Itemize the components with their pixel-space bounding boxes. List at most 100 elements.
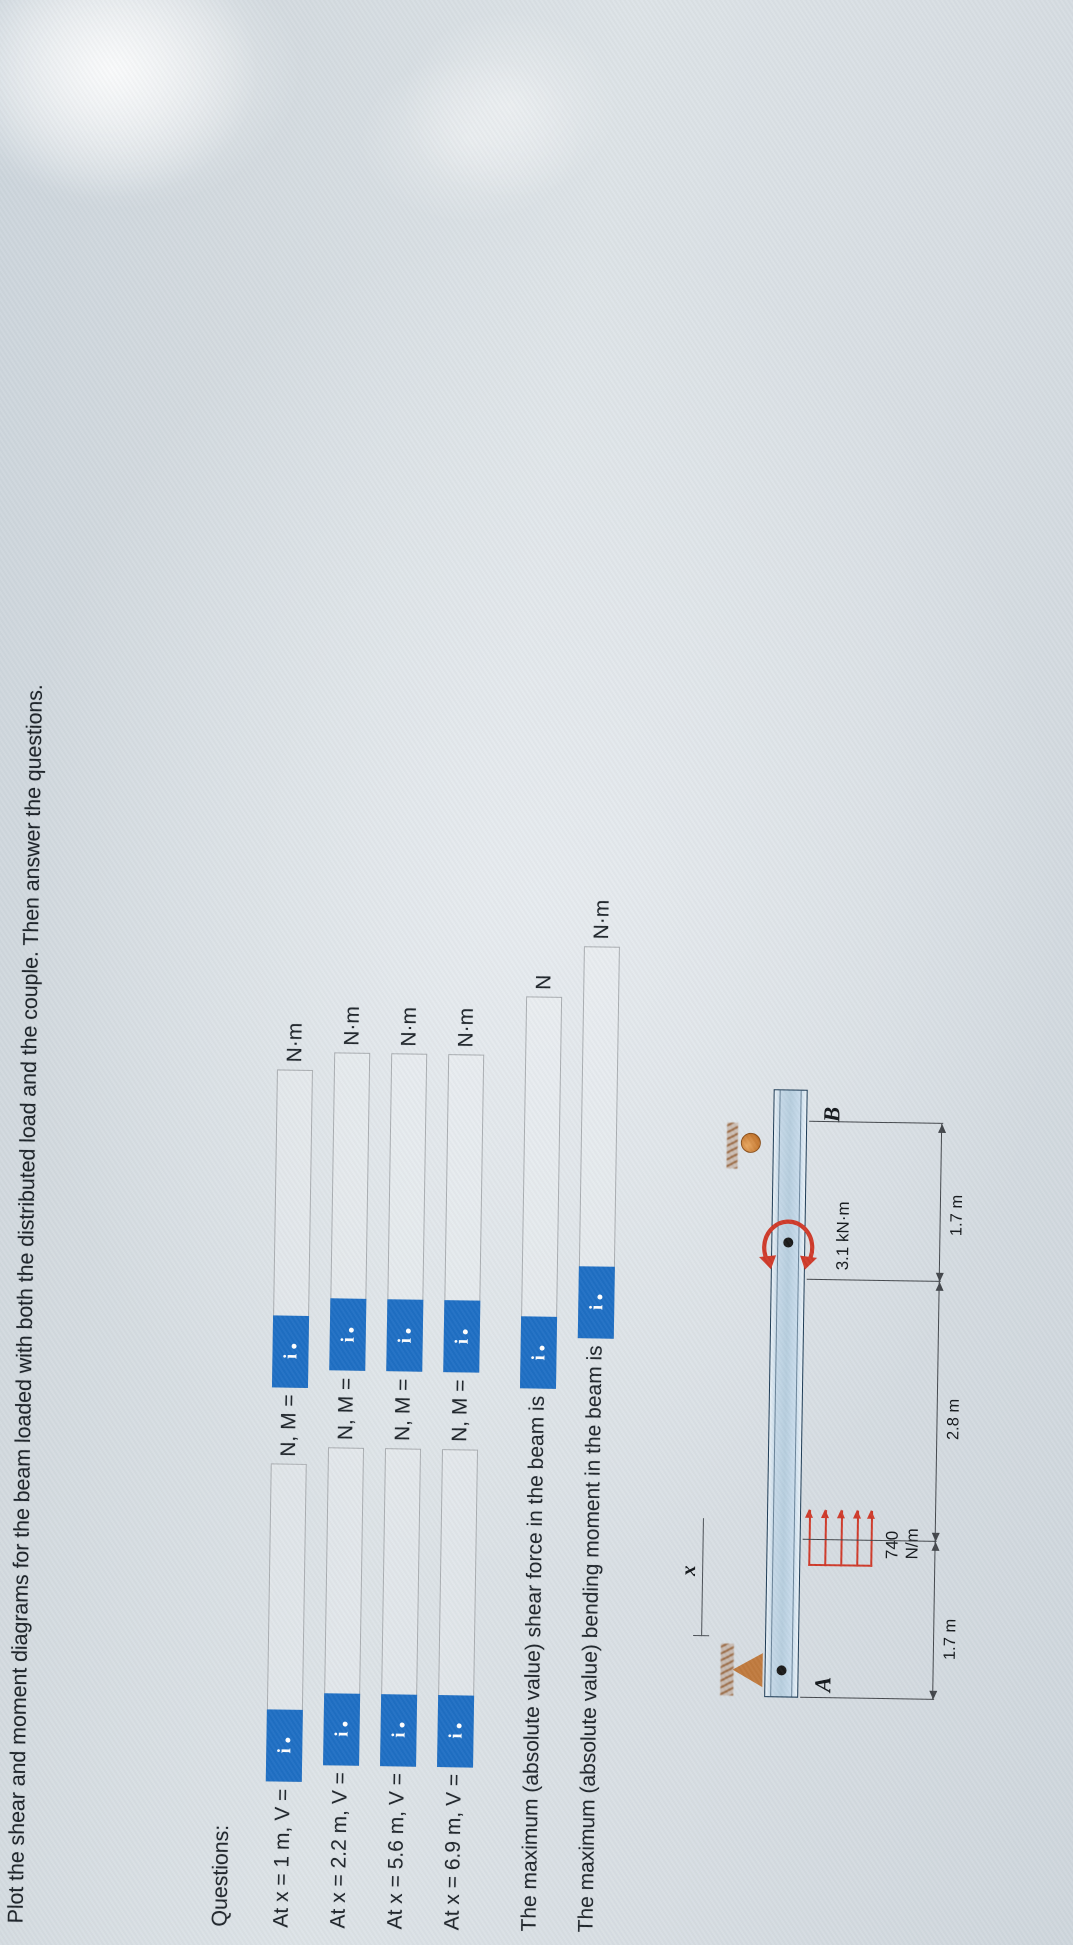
- answer-input-max-moment[interactable]: i: [577, 945, 620, 1339]
- dimension-label-1: 1.7 m: [940, 1618, 959, 1660]
- info-icon[interactable]: i: [577, 1265, 615, 1339]
- answer-input-max-shear[interactable]: i: [519, 996, 562, 1389]
- info-dot: [455, 1722, 461, 1728]
- x-marker-line: [700, 1517, 704, 1636]
- info-icon[interactable]: i: [442, 1299, 480, 1373]
- info-glyph: i: [336, 1335, 358, 1343]
- dim-extension-line: [806, 1277, 941, 1282]
- info-icon[interactable]: i: [436, 1694, 474, 1767]
- couple-label: 3.1 kN·m: [832, 1200, 853, 1270]
- max-shear-unit: N: [531, 974, 555, 990]
- question-label: At x = 2.2 m, V =: [325, 1771, 352, 1929]
- distributed-load-label: 740 N/m: [881, 1527, 922, 1560]
- info-icon[interactable]: i: [271, 1314, 309, 1388]
- question-row-3: At x = 5.6 m, V = i N, M = i N·m: [375, 1006, 429, 1929]
- dim-arrowhead: [934, 1281, 943, 1291]
- answer-input-v-2[interactable]: i: [322, 1446, 364, 1765]
- info-glyph: i: [527, 1353, 549, 1361]
- info-icon[interactable]: i: [379, 1693, 417, 1766]
- question-label: At x = 5.6 m, V =: [382, 1772, 409, 1930]
- answer-input-v-1[interactable]: i: [265, 1462, 307, 1782]
- dim-extension-line: [799, 1695, 934, 1700]
- question-unit-2: N·m: [339, 1005, 364, 1046]
- support-a-hatching: [719, 1642, 734, 1696]
- info-icon[interactable]: i: [519, 1316, 557, 1389]
- load-arrow: [823, 1509, 827, 1566]
- max-moment-label: The maximum (absolute value) bending mom…: [573, 1344, 607, 1933]
- page-title: Plot the shear and moment diagrams for t…: [3, 683, 47, 1924]
- info-icon[interactable]: i: [265, 1708, 303, 1782]
- max-shear-label: The maximum (absolute value) shear force…: [516, 1395, 549, 1932]
- info-glyph: i: [450, 1337, 472, 1344]
- info-dot: [347, 1326, 353, 1332]
- dimension-label-3: 1.7 m: [946, 1194, 966, 1236]
- max-moment-row: The maximum (absolute value) bending mom…: [566, 899, 622, 1932]
- question-unit-2: N·m: [453, 1007, 478, 1048]
- questions-heading: Questions:: [206, 1824, 233, 1927]
- info-dot: [461, 1328, 467, 1334]
- info-icon[interactable]: i: [322, 1692, 360, 1765]
- question-label: At x = 6.9 m, V =: [439, 1773, 466, 1930]
- pin-support-a: [731, 1652, 763, 1687]
- support-b-hatching: [725, 1122, 738, 1169]
- max-moment-unit: N·m: [589, 899, 614, 940]
- info-dot: [596, 1294, 602, 1300]
- answer-input-m-4[interactable]: i: [442, 1053, 484, 1373]
- question-unit-2: N·m: [396, 1006, 421, 1047]
- roller-support-b: [740, 1132, 761, 1153]
- beam-member: [763, 1088, 808, 1698]
- info-glyph: i: [330, 1729, 352, 1737]
- info-icon[interactable]: i: [385, 1298, 423, 1372]
- question-unit-1: N, M =: [276, 1393, 301, 1457]
- load-arrow: [807, 1509, 811, 1566]
- answer-input-v-4[interactable]: i: [436, 1448, 478, 1767]
- x-marker-label: x: [675, 1564, 700, 1576]
- load-arrow: [855, 1510, 859, 1567]
- info-dot: [290, 1343, 296, 1349]
- info-glyph: i: [585, 1303, 607, 1310]
- dimension-label-2: 2.8 m: [943, 1398, 963, 1440]
- info-glyph: i: [273, 1746, 295, 1754]
- question-label: At x = 1 m, V =: [268, 1788, 295, 1928]
- max-shear-row: The maximum (absolute value) shear force…: [509, 974, 564, 1931]
- info-glyph: i: [444, 1731, 466, 1739]
- load-spine-cap: [869, 1564, 872, 1567]
- support-b-label: B: [818, 1106, 844, 1122]
- load-arrow: [839, 1509, 843, 1566]
- beam-diagram: A B 740 N/m: [613, 1050, 1044, 1757]
- x-marker-tick: [692, 1634, 709, 1636]
- info-dot: [404, 1327, 410, 1333]
- info-dot: [284, 1737, 290, 1743]
- question-unit-1: N, M =: [390, 1377, 415, 1441]
- couple-arrow-icon: [758, 1219, 817, 1270]
- info-glyph: i: [387, 1730, 409, 1738]
- dim-arrowhead: [937, 1123, 946, 1133]
- question-unit-1: N, M =: [447, 1378, 472, 1442]
- question-unit-2: N·m: [282, 1022, 307, 1063]
- dim-arrowhead: [928, 1690, 937, 1700]
- question-unit-1: N, M =: [333, 1377, 358, 1440]
- question-row-1: At x = 1 m, V = i N, M = i N·m: [261, 1022, 315, 1928]
- answer-input-m-2[interactable]: i: [328, 1051, 370, 1371]
- dim-arrowhead: [930, 1532, 939, 1542]
- couple-moment: [748, 1212, 832, 1277]
- info-dot: [538, 1344, 544, 1350]
- answer-input-m-3[interactable]: i: [385, 1052, 427, 1372]
- support-a-label: A: [809, 1676, 835, 1692]
- info-glyph: i: [279, 1352, 301, 1359]
- info-glyph: i: [393, 1336, 415, 1343]
- dim-extension-line: [808, 1119, 943, 1124]
- question-row-4: At x = 6.9 m, V = i N, M = i N·m: [432, 1007, 486, 1930]
- question-row-2: At x = 2.2 m, V = i N, M = i N·m: [318, 1005, 372, 1928]
- answer-input-m-1[interactable]: i: [271, 1068, 313, 1388]
- info-dot: [341, 1720, 347, 1727]
- dim-arrowhead: [934, 1272, 943, 1282]
- info-dot: [398, 1721, 404, 1727]
- dimension-line: [931, 1123, 943, 1700]
- info-icon[interactable]: i: [328, 1297, 366, 1371]
- answer-input-v-3[interactable]: i: [379, 1447, 421, 1766]
- load-arrow: [869, 1510, 873, 1567]
